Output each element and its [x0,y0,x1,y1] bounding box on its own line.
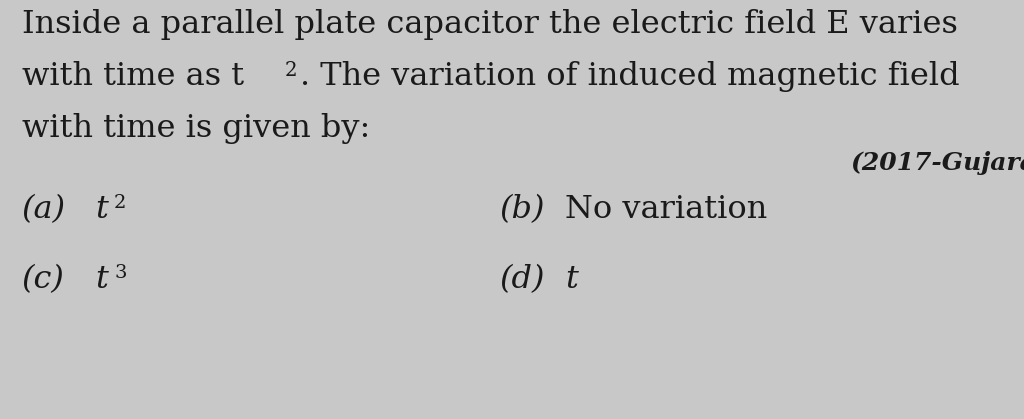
Text: (a): (a) [22,194,67,225]
Text: Inside a parallel plate capacitor the electric field E varies: Inside a parallel plate capacitor the el… [22,9,957,40]
Text: (c): (c) [22,264,65,295]
Text: No variation: No variation [565,194,767,225]
Text: 3: 3 [114,264,127,282]
Text: with time as t: with time as t [22,61,244,92]
Text: t: t [95,264,108,295]
Text: t: t [95,194,108,225]
Text: 2: 2 [114,194,126,212]
Text: (d): (d) [500,264,546,295]
Text: 2: 2 [285,61,298,80]
Text: t: t [565,264,578,295]
Text: with time is given by:: with time is given by: [22,113,371,144]
Text: . The variation of induced magnetic field: . The variation of induced magnetic fiel… [300,61,959,92]
Text: (2017-Gujarat): (2017-Gujarat) [850,151,1024,175]
Text: (b): (b) [500,194,546,225]
